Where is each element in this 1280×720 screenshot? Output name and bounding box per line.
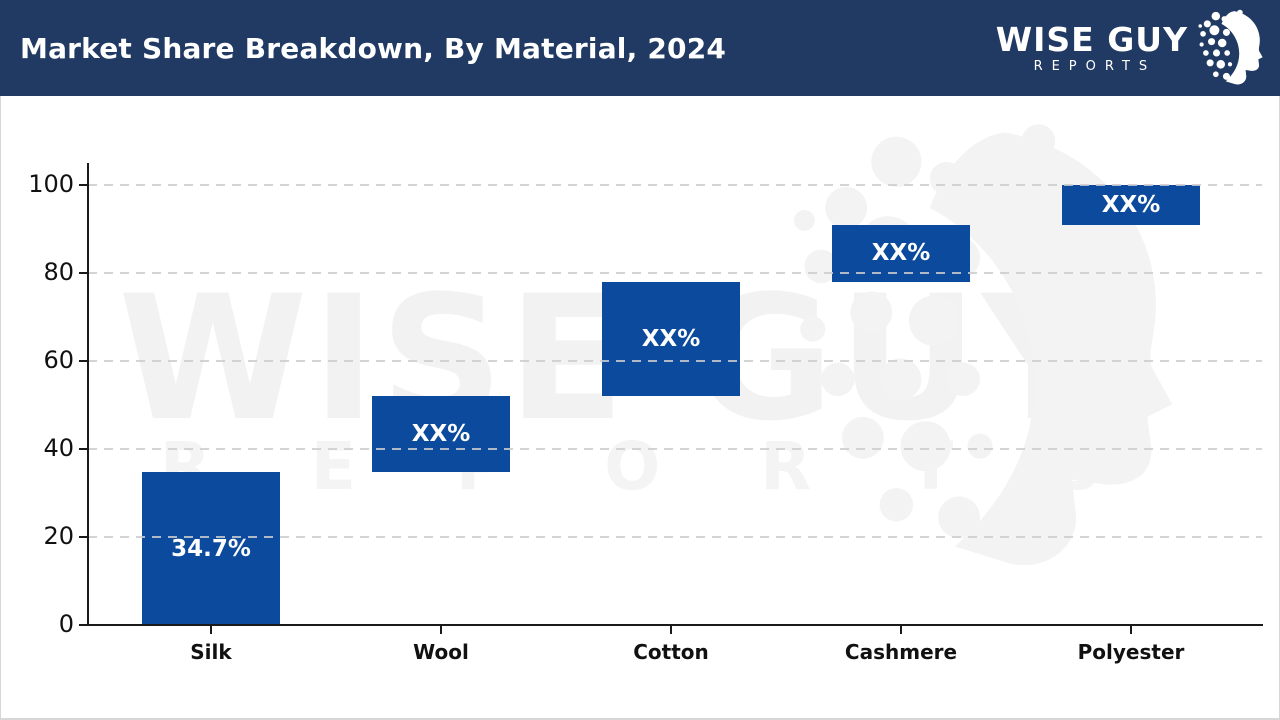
bar-value-label: XX% (641, 325, 701, 352)
y-tickmark-80 (79, 272, 87, 274)
x-tickmark-polyester (1130, 626, 1132, 634)
x-tickmark-cashmere (900, 626, 902, 634)
bar-value-label: XX% (871, 240, 931, 267)
y-tick-label-60: 60 (43, 346, 74, 374)
x-axis-line (87, 624, 1263, 626)
y-tickmark-0 (79, 624, 87, 626)
header-band: Market Share Breakdown, By Material, 202… (0, 0, 1280, 96)
y-tick-label-20: 20 (43, 522, 74, 550)
y-tickmark-40 (79, 448, 87, 450)
bar-silk: 34.7% (142, 472, 280, 625)
bar-cotton: XX% (602, 281, 740, 397)
bar-value-label: XX% (1101, 191, 1161, 218)
y-tickmark-20 (79, 536, 87, 538)
logo-subtitle: REPORTS (1033, 59, 1157, 74)
x-tick-label-cotton: Cotton (633, 640, 709, 664)
gridline-40 (88, 448, 1262, 450)
logo-wordmark: WISE GUY (995, 20, 1188, 59)
gridline-80 (88, 272, 1262, 274)
bar-value-label: 34.7% (171, 535, 251, 562)
chart-title: Market Share Breakdown, By Material, 202… (20, 31, 727, 65)
wiseguy-face-logo-icon (1198, 9, 1263, 85)
x-tick-label-silk: Silk (190, 640, 232, 664)
wiseguy-logo-text: WISE GUY REPORTS (996, 23, 1188, 73)
y-tick-label-0: 0 (58, 610, 74, 638)
gridline-100 (88, 184, 1262, 186)
x-tickmark-wool (440, 626, 442, 634)
gridline-20 (88, 536, 1262, 538)
bar-value-label: XX% (411, 421, 471, 448)
wiseguy-logo: WISE GUY REPORTS (996, 9, 1266, 87)
y-tick-label-40: 40 (43, 434, 74, 462)
y-tick-label-100: 100 (28, 170, 74, 198)
x-tick-label-wool: Wool (413, 640, 469, 664)
y-tickmark-60 (79, 360, 87, 362)
x-tick-label-cashmere: Cashmere (844, 640, 958, 664)
bar-wool: XX% (372, 396, 510, 473)
x-tickmark-silk (210, 626, 212, 634)
x-tick-label-polyester: Polyester (1077, 640, 1185, 664)
gridline-60 (88, 360, 1262, 362)
y-tick-label-80: 80 (43, 258, 74, 286)
bar-polyester: XX% (1062, 185, 1200, 225)
watermark-face-icon (793, 124, 1173, 566)
y-tickmark-100 (79, 184, 87, 186)
y-axis-line (87, 163, 89, 626)
x-tickmark-cotton (670, 626, 672, 634)
